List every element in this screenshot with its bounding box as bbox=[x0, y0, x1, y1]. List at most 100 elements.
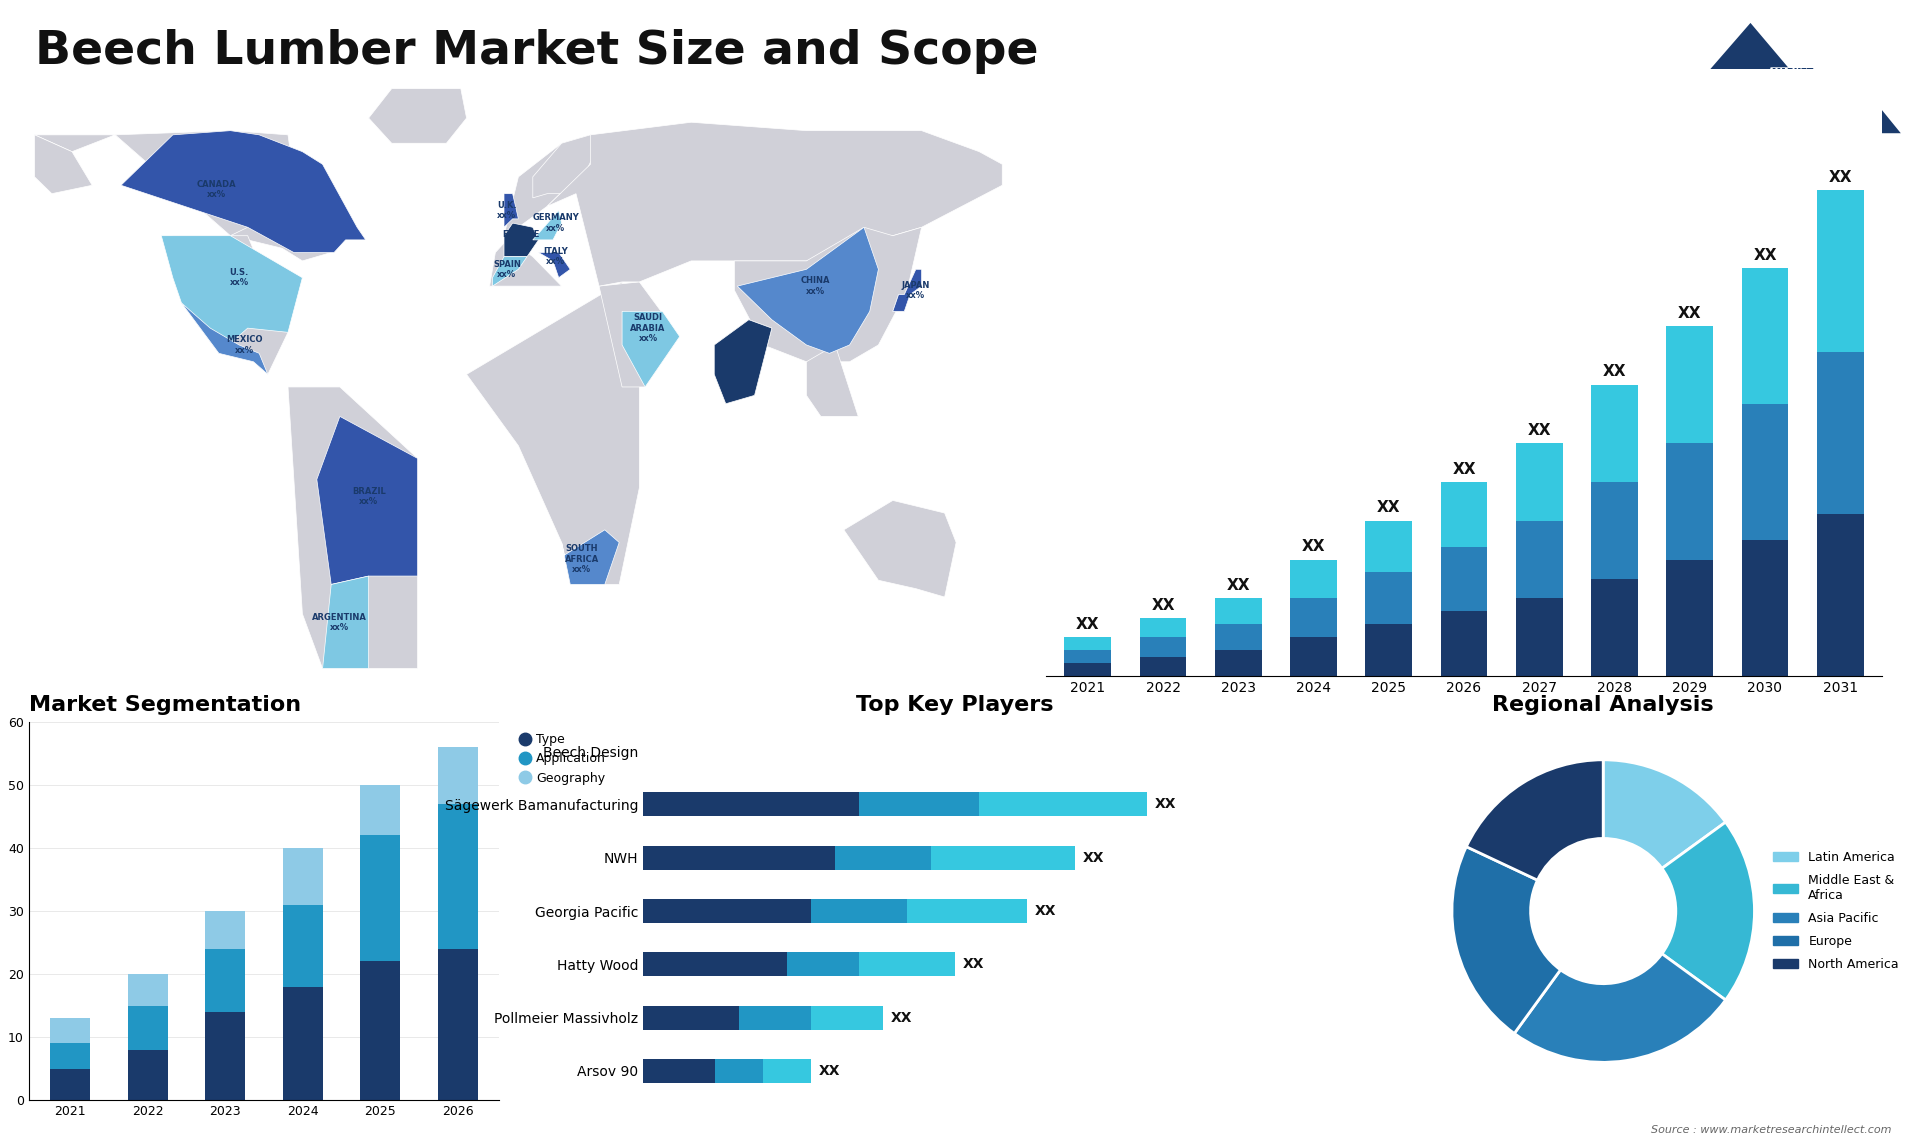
Wedge shape bbox=[1603, 760, 1726, 869]
Polygon shape bbox=[1715, 80, 1784, 115]
Bar bbox=[860, 952, 956, 976]
Bar bbox=[127, 1006, 167, 1050]
Bar bbox=[1290, 598, 1336, 637]
Bar bbox=[1667, 442, 1713, 559]
Polygon shape bbox=[534, 211, 563, 240]
Bar bbox=[787, 952, 860, 976]
Polygon shape bbox=[121, 131, 367, 252]
Polygon shape bbox=[714, 320, 772, 403]
Text: XX: XX bbox=[1678, 306, 1701, 321]
Bar bbox=[860, 793, 979, 816]
Bar bbox=[714, 1059, 764, 1083]
Polygon shape bbox=[714, 320, 772, 403]
Polygon shape bbox=[845, 501, 956, 597]
Bar bbox=[1667, 559, 1713, 676]
Text: XX: XX bbox=[818, 1063, 839, 1078]
Polygon shape bbox=[505, 194, 518, 227]
Polygon shape bbox=[893, 269, 922, 312]
Bar bbox=[1741, 405, 1788, 540]
Bar bbox=[282, 905, 323, 987]
Bar bbox=[1592, 579, 1638, 676]
Polygon shape bbox=[538, 252, 570, 277]
Bar bbox=[1816, 352, 1864, 515]
Polygon shape bbox=[493, 257, 526, 286]
Bar bbox=[931, 846, 1075, 870]
Polygon shape bbox=[467, 282, 639, 584]
Text: FRANCE
xx%: FRANCE xx% bbox=[503, 230, 540, 250]
Bar bbox=[812, 1006, 883, 1029]
Polygon shape bbox=[735, 227, 922, 362]
Text: XX: XX bbox=[891, 1011, 912, 1025]
Text: XX: XX bbox=[1075, 617, 1100, 633]
Text: INDIA
xx%: INDIA xx% bbox=[730, 344, 756, 363]
Polygon shape bbox=[180, 303, 269, 375]
Bar bbox=[127, 974, 167, 1006]
Text: XX: XX bbox=[1603, 364, 1626, 379]
Bar bbox=[835, 846, 931, 870]
Polygon shape bbox=[599, 282, 680, 387]
Bar bbox=[282, 848, 323, 905]
Bar bbox=[1365, 520, 1411, 573]
Bar bbox=[908, 900, 1027, 923]
Wedge shape bbox=[1663, 822, 1755, 1000]
Polygon shape bbox=[369, 88, 467, 143]
Text: MARKET
RESEARCH
INTELLECT: MARKET RESEARCH INTELLECT bbox=[1770, 68, 1826, 99]
Bar bbox=[1517, 520, 1563, 598]
Bar bbox=[1517, 442, 1563, 520]
Bar bbox=[1741, 540, 1788, 676]
Text: XX: XX bbox=[1083, 850, 1104, 865]
Bar bbox=[643, 1006, 739, 1029]
Text: XX: XX bbox=[1227, 579, 1250, 594]
Bar bbox=[1215, 625, 1261, 650]
Polygon shape bbox=[323, 576, 369, 668]
Text: XX: XX bbox=[1302, 540, 1325, 555]
Bar bbox=[205, 949, 246, 1012]
Text: MEXICO
xx%: MEXICO xx% bbox=[227, 336, 263, 354]
Polygon shape bbox=[35, 135, 92, 194]
Bar bbox=[979, 793, 1148, 816]
Text: XX: XX bbox=[1528, 423, 1551, 438]
Bar bbox=[1517, 598, 1563, 676]
Polygon shape bbox=[288, 387, 419, 668]
Polygon shape bbox=[161, 236, 303, 353]
Bar bbox=[1365, 625, 1411, 676]
Bar bbox=[1592, 385, 1638, 481]
Text: ITALY
xx%: ITALY xx% bbox=[543, 248, 568, 266]
Polygon shape bbox=[317, 416, 419, 584]
Bar bbox=[739, 1006, 812, 1029]
Text: MARKET
RESEARCH
INTELLECT: MARKET RESEARCH INTELLECT bbox=[1770, 68, 1826, 99]
Polygon shape bbox=[115, 131, 294, 236]
Bar bbox=[438, 949, 478, 1100]
Text: BRAZIL
xx%: BRAZIL xx% bbox=[351, 487, 386, 505]
Text: XX: XX bbox=[1452, 462, 1476, 477]
Wedge shape bbox=[1515, 953, 1726, 1062]
Bar bbox=[205, 911, 246, 949]
Polygon shape bbox=[622, 312, 680, 387]
Bar bbox=[643, 793, 860, 816]
Bar bbox=[1440, 547, 1488, 611]
Text: ARGENTINA
xx%: ARGENTINA xx% bbox=[313, 613, 367, 631]
Bar bbox=[1816, 515, 1864, 676]
Text: Beech Lumber Market Size and Scope: Beech Lumber Market Size and Scope bbox=[35, 29, 1039, 73]
Bar bbox=[205, 1012, 246, 1100]
Text: Market Segmentation: Market Segmentation bbox=[29, 694, 301, 715]
Text: XX: XX bbox=[1154, 798, 1175, 811]
Bar bbox=[643, 846, 835, 870]
Text: JAPAN
xx%: JAPAN xx% bbox=[902, 281, 929, 300]
Bar bbox=[1290, 637, 1336, 676]
Title: Regional Analysis: Regional Analysis bbox=[1492, 694, 1715, 715]
Bar bbox=[643, 900, 812, 923]
Bar bbox=[1816, 190, 1864, 352]
Bar bbox=[361, 961, 401, 1100]
Text: XX: XX bbox=[1828, 170, 1853, 185]
Polygon shape bbox=[893, 269, 922, 312]
Bar bbox=[764, 1059, 812, 1083]
Bar bbox=[1140, 637, 1187, 657]
Text: SAUDI
ARABIA
xx%: SAUDI ARABIA xx% bbox=[630, 313, 666, 343]
Legend: Type, Application, Geography: Type, Application, Geography bbox=[515, 728, 611, 790]
Bar bbox=[812, 900, 908, 923]
Polygon shape bbox=[547, 123, 1002, 286]
Bar bbox=[1741, 268, 1788, 405]
Bar bbox=[1440, 611, 1488, 676]
Text: XX: XX bbox=[1152, 598, 1175, 613]
